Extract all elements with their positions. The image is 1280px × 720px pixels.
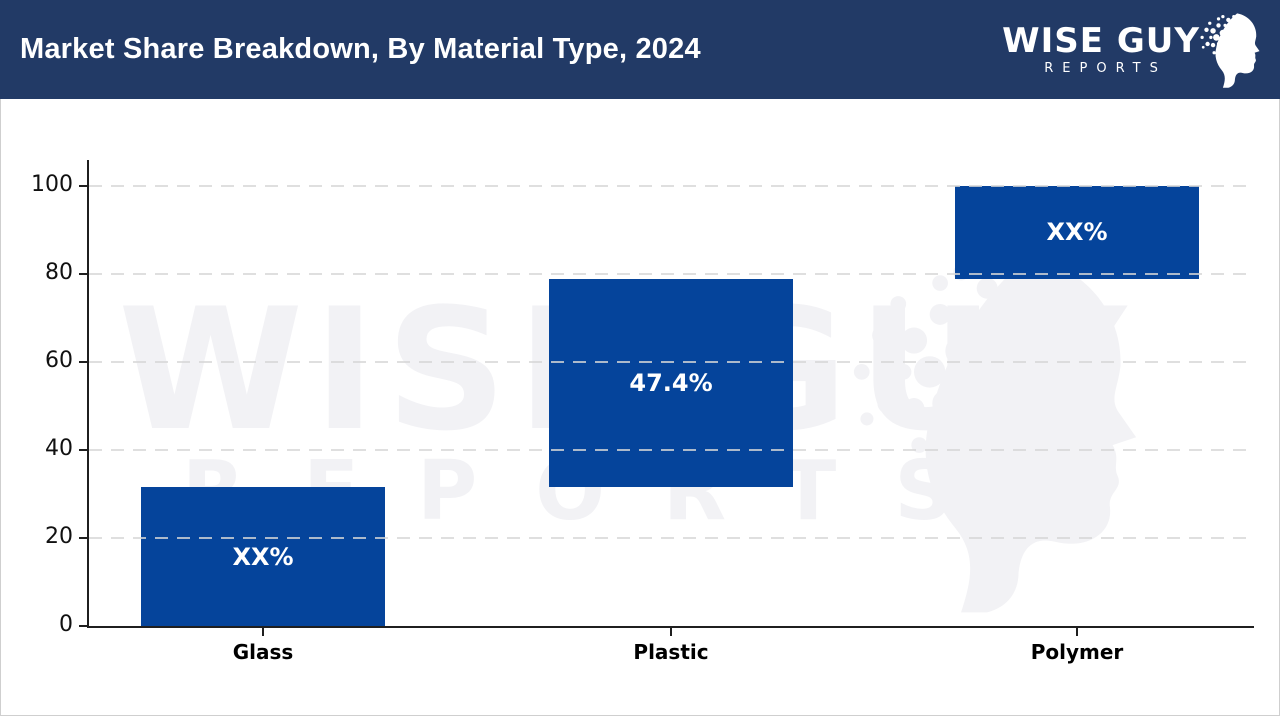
y-axis-line	[87, 160, 89, 628]
brand-logo: WISE GUY REPORTS	[1002, 0, 1266, 99]
y-tick	[79, 361, 87, 363]
gridline-40	[89, 449, 1254, 451]
watermark-face-icon	[853, 256, 1137, 613]
y-tick	[79, 449, 87, 451]
y-tick-label: 80	[45, 260, 73, 285]
brand-wordmark: WISE GUY REPORTS	[1002, 24, 1200, 75]
x-axis-line	[87, 626, 1254, 628]
y-tick-label: 100	[31, 172, 73, 197]
gridline-20	[89, 537, 1254, 539]
x-tick	[1076, 628, 1078, 636]
y-tick-label: 60	[45, 348, 73, 373]
y-tick-label: 20	[45, 524, 73, 549]
y-tick-label: 0	[59, 612, 73, 637]
y-tick	[79, 273, 87, 275]
y-tick-label: 40	[45, 436, 73, 461]
bar-glass	[141, 487, 385, 626]
brand-name: WISE GUY	[1002, 21, 1200, 61]
x-tick	[262, 628, 264, 636]
left-border	[0, 99, 1, 716]
bar-value-label: 47.4%	[629, 369, 713, 398]
header: Market Share Breakdown, By Material Type…	[0, 0, 1280, 99]
bar-plastic	[549, 278, 793, 488]
category-label-glass: Glass	[232, 640, 294, 664]
category-label-plastic: Plastic	[633, 640, 709, 664]
x-tick	[670, 628, 672, 636]
gridline-100	[89, 185, 1254, 187]
y-tick	[79, 185, 87, 187]
logo-face-icon	[1200, 12, 1260, 88]
bottom-border	[0, 715, 1280, 716]
y-tick	[79, 625, 87, 627]
gridline-60	[89, 361, 1254, 363]
brand-subname: REPORTS	[1044, 61, 1167, 76]
bar-value-label: XX%	[1046, 218, 1108, 247]
page-title: Market Share Breakdown, By Material Type…	[20, 33, 701, 65]
gridline-80	[89, 273, 1254, 275]
bar-polymer	[955, 186, 1199, 279]
y-tick	[79, 537, 87, 539]
bar-value-label: XX%	[232, 542, 294, 571]
category-label-polymer: Polymer	[1030, 640, 1124, 664]
